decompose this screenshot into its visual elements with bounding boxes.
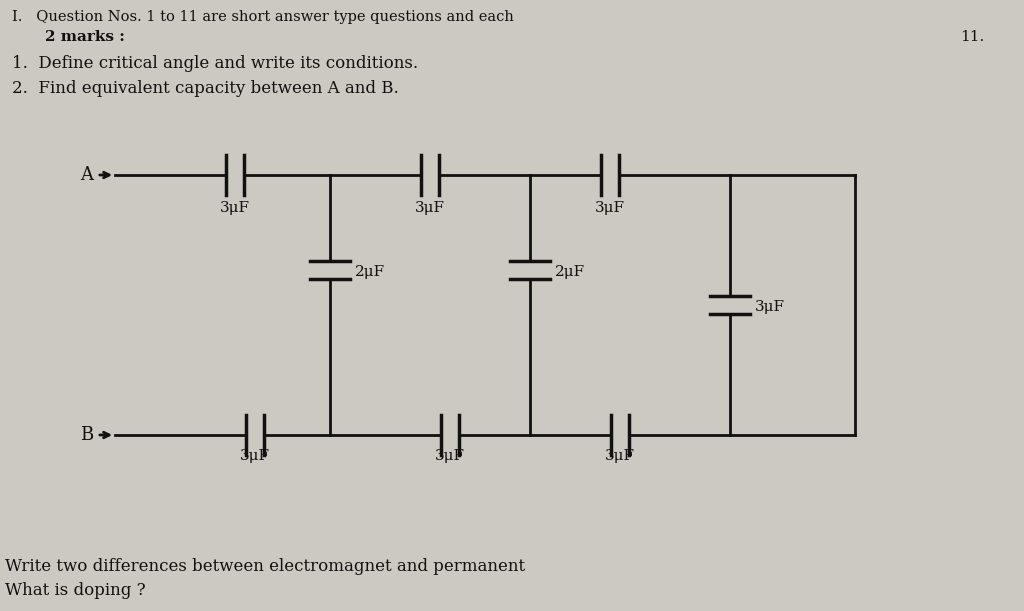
- Text: 3μF: 3μF: [595, 201, 625, 215]
- Text: 2μF: 2μF: [355, 265, 385, 279]
- Text: 1.  Define critical angle and write its conditions.: 1. Define critical angle and write its c…: [12, 55, 418, 72]
- Text: 3μF: 3μF: [755, 300, 785, 314]
- Text: 3μF: 3μF: [605, 449, 635, 463]
- Text: 2.  Find equivalent capacity between A and B.: 2. Find equivalent capacity between A an…: [12, 80, 398, 97]
- Text: What is doping ?: What is doping ?: [5, 582, 145, 599]
- Text: 3μF: 3μF: [435, 449, 465, 463]
- Text: 3μF: 3μF: [220, 201, 250, 215]
- Text: 2μF: 2μF: [555, 265, 585, 279]
- Text: A: A: [80, 166, 93, 184]
- Text: Write two differences between electromagnet and permanent: Write two differences between electromag…: [5, 558, 525, 575]
- Text: 2 marks :: 2 marks :: [45, 30, 125, 44]
- Text: 3μF: 3μF: [240, 449, 270, 463]
- Text: B: B: [80, 426, 93, 444]
- Text: I.   Question Nos. 1 to 11 are short answer type questions and each: I. Question Nos. 1 to 11 are short answe…: [12, 10, 514, 24]
- Text: 11.: 11.: [961, 30, 984, 44]
- Text: 3μF: 3μF: [415, 201, 445, 215]
